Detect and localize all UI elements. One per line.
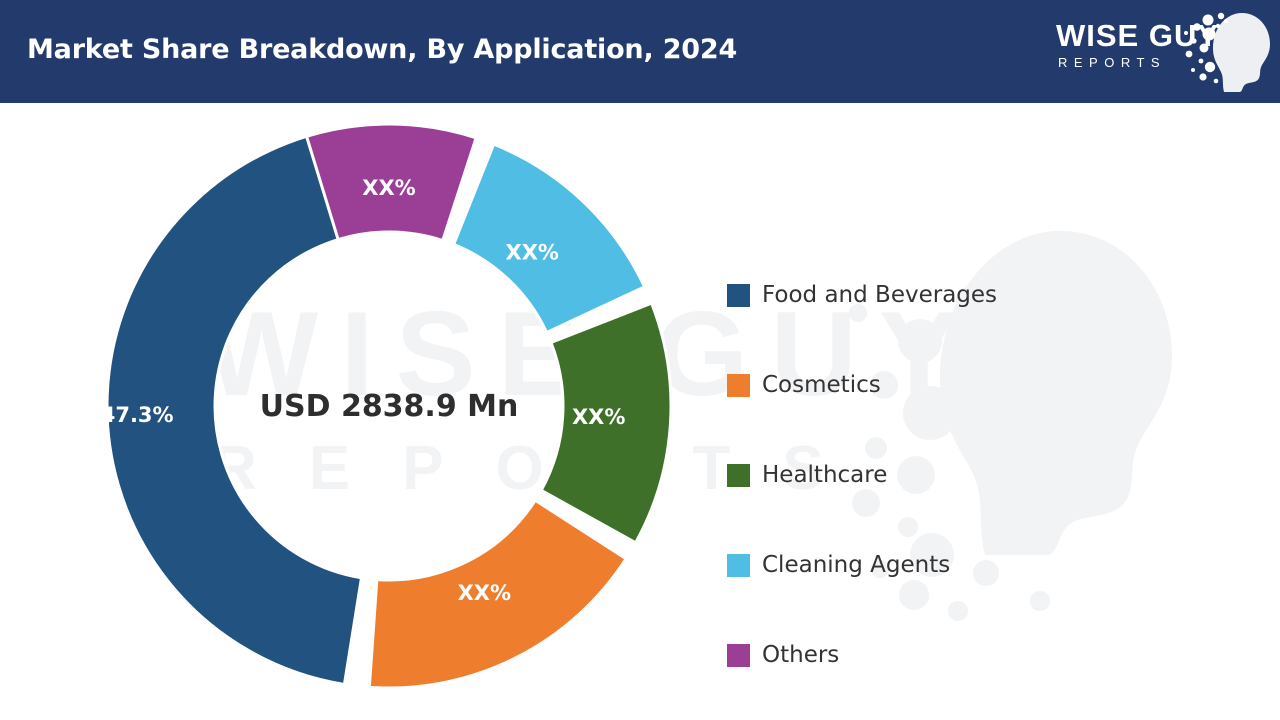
legend-swatch-icon — [727, 553, 750, 577]
legend-item[interactable]: Healthcare — [727, 430, 1147, 520]
chart-legend[interactable]: Food and Beverages Cosmetics Healthcare Cle… — [727, 250, 1147, 700]
legend-item-label: Healthcare — [762, 462, 888, 488]
pie-slice-label: XX% — [458, 581, 511, 605]
pie-slices[interactable] — [105, 122, 673, 690]
legend-item[interactable]: Cleaning Agents — [727, 520, 1147, 610]
legend-item-label: Cleaning Agents — [762, 552, 951, 578]
pie-slice[interactable] — [304, 122, 479, 243]
logo-wordmark: WISE GUY — [1056, 18, 1220, 53]
legend-swatch-icon — [727, 463, 750, 487]
pie-slice-label: 47.3% — [104, 403, 174, 427]
legend-item[interactable]: Others — [727, 610, 1147, 700]
legend-item-label: Others — [762, 642, 840, 668]
dotted-head-icon — [1184, 12, 1270, 92]
pie-slice[interactable] — [367, 498, 629, 690]
brand-logo[interactable]: WISE GUY REPORTS — [1054, 8, 1272, 94]
legend-item-label: Food and Beverages — [762, 282, 998, 308]
pie-slice-labels: 47.3% XX% XX% XX% XX% — [104, 176, 625, 605]
pie-slice-label: XX% — [362, 176, 415, 200]
donut-chart-svg[interactable]: 47.3% XX% XX% XX% XX% — [104, 121, 674, 691]
chart-plot-area: WISE GUY REPORTS — [0, 103, 1280, 720]
logo-subwordmark: REPORTS — [1058, 55, 1167, 70]
donut-chart[interactable]: 47.3% XX% XX% XX% XX% USD 2838.9 Mn — [104, 121, 674, 691]
pie-slice-label: XX% — [572, 405, 625, 429]
pie-slice[interactable] — [105, 122, 389, 687]
page-title: Market Share Breakdown, By Application, … — [27, 34, 738, 65]
pie-slice-label: XX% — [506, 240, 559, 264]
legend-swatch-icon — [727, 373, 750, 397]
legend-item[interactable]: Food and Beverages — [727, 250, 1147, 340]
pie-slice[interactable] — [451, 142, 647, 335]
pie-slice[interactable] — [539, 301, 673, 545]
header-bar: Market Share Breakdown, By Application, … — [0, 0, 1280, 103]
legend-swatch-icon — [727, 643, 750, 667]
legend-item-label: Cosmetics — [762, 372, 881, 398]
legend-item[interactable]: Cosmetics — [727, 340, 1147, 430]
legend-swatch-icon — [727, 283, 750, 307]
